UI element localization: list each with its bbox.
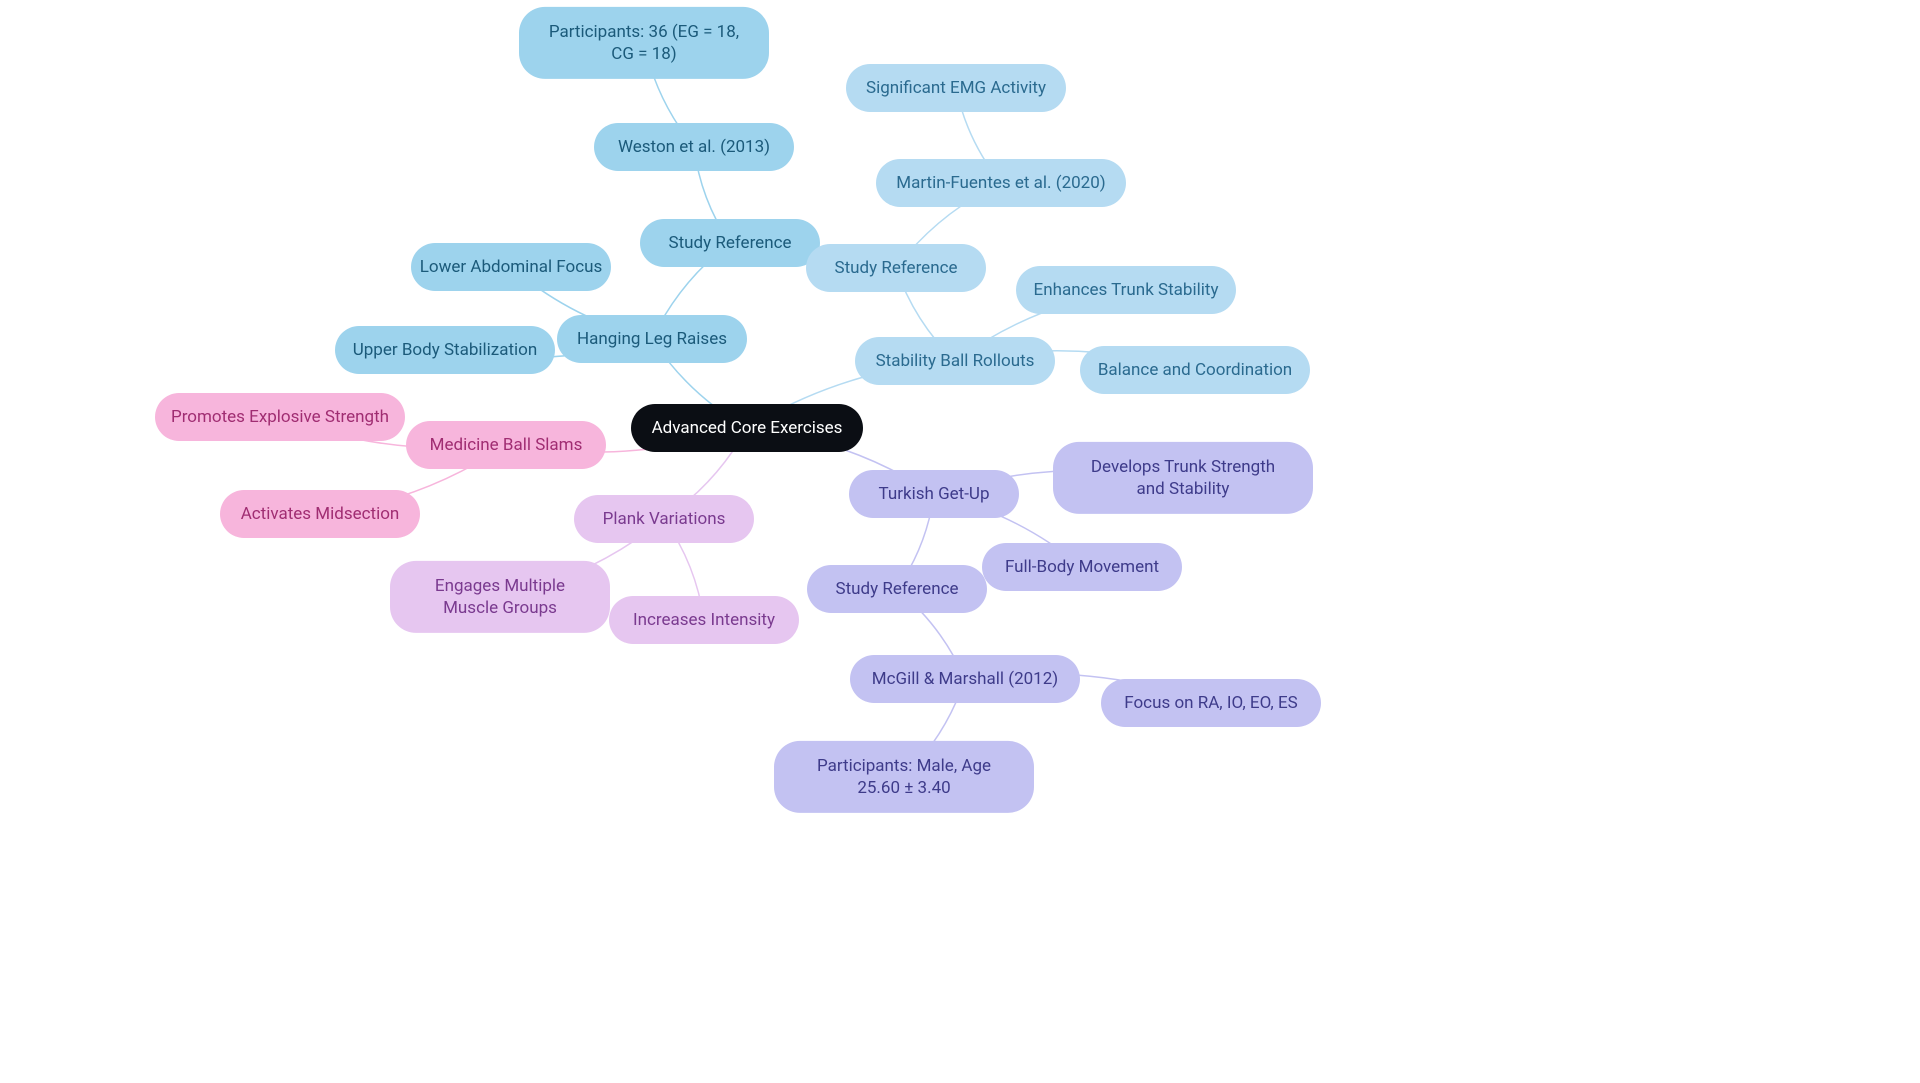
node-label: Plank Variations	[603, 509, 726, 529]
mindmap-root-node[interactable]: Advanced Core Exercises	[631, 404, 863, 452]
mindmap-node[interactable]: Medicine Ball Slams	[406, 421, 606, 469]
mindmap-node[interactable]: Develops Trunk Strength and Stability	[1053, 442, 1313, 514]
node-label: Weston et al. (2013)	[618, 137, 770, 157]
node-label: Stability Ball Rollouts	[876, 351, 1035, 371]
mindmap-node[interactable]: Promotes Explosive Strength	[155, 393, 405, 441]
node-label: Advanced Core Exercises	[652, 418, 843, 438]
mindmap-node[interactable]: Plank Variations	[574, 495, 754, 543]
node-label: Significant EMG Activity	[866, 78, 1046, 98]
node-label: Lower Abdominal Focus	[420, 257, 603, 277]
mindmap-node[interactable]: Study Reference	[640, 219, 820, 267]
mindmap-node[interactable]: Activates Midsection	[220, 490, 420, 538]
node-label: Upper Body Stabilization	[353, 340, 538, 360]
mindmap-node[interactable]: Participants: 36 (EG = 18, CG = 18)	[519, 7, 769, 79]
mindmap-node[interactable]: Engages Multiple Muscle Groups	[390, 561, 610, 633]
node-label: Increases Intensity	[633, 610, 775, 630]
node-label: Study Reference	[668, 233, 791, 253]
mindmap-node[interactable]: Hanging Leg Raises	[557, 315, 747, 363]
node-label: Engages Multiple Muscle Groups	[414, 575, 586, 619]
mindmap-node[interactable]: Participants: Male, Age 25.60 ± 3.40	[774, 741, 1034, 813]
mindmap-node[interactable]: Study Reference	[806, 244, 986, 292]
mindmap-node[interactable]: Weston et al. (2013)	[594, 123, 794, 171]
mindmap-node[interactable]: Martin-Fuentes et al. (2020)	[876, 159, 1126, 207]
mindmap-canvas: Advanced Core Exercises Hanging Leg Raise…	[0, 0, 1920, 1083]
mindmap-node[interactable]: Turkish Get-Up	[849, 470, 1019, 518]
node-label: McGill & Marshall (2012)	[872, 669, 1058, 689]
node-label: Martin-Fuentes et al. (2020)	[896, 173, 1105, 193]
mindmap-node[interactable]: Balance and Coordination	[1080, 346, 1310, 394]
node-label: Participants: 36 (EG = 18, CG = 18)	[543, 21, 745, 65]
mindmap-node[interactable]: Lower Abdominal Focus	[411, 243, 611, 291]
node-label: Full-Body Movement	[1005, 557, 1159, 577]
mindmap-node[interactable]: Upper Body Stabilization	[335, 326, 555, 374]
mindmap-node[interactable]: Focus on RA, IO, EO, ES	[1101, 679, 1321, 727]
node-label: Focus on RA, IO, EO, ES	[1124, 693, 1297, 713]
mindmap-node[interactable]: Study Reference	[807, 565, 987, 613]
node-label: Enhances Trunk Stability	[1034, 280, 1219, 300]
mindmap-node[interactable]: Full-Body Movement	[982, 543, 1182, 591]
mindmap-node[interactable]: Significant EMG Activity	[846, 64, 1066, 112]
node-label: Activates Midsection	[241, 504, 400, 524]
mindmap-node[interactable]: Stability Ball Rollouts	[855, 337, 1055, 385]
node-label: Develops Trunk Strength and Stability	[1077, 456, 1289, 500]
node-label: Balance and Coordination	[1098, 360, 1292, 380]
node-label: Study Reference	[835, 579, 958, 599]
node-label: Promotes Explosive Strength	[171, 407, 389, 427]
node-label: Participants: Male, Age 25.60 ± 3.40	[798, 755, 1010, 799]
node-label: Medicine Ball Slams	[430, 435, 583, 455]
node-label: Hanging Leg Raises	[577, 329, 727, 349]
mindmap-node[interactable]: Increases Intensity	[609, 596, 799, 644]
node-label: Turkish Get-Up	[878, 484, 989, 504]
node-label: Study Reference	[834, 258, 957, 278]
mindmap-node[interactable]: McGill & Marshall (2012)	[850, 655, 1080, 703]
mindmap-node[interactable]: Enhances Trunk Stability	[1016, 266, 1236, 314]
